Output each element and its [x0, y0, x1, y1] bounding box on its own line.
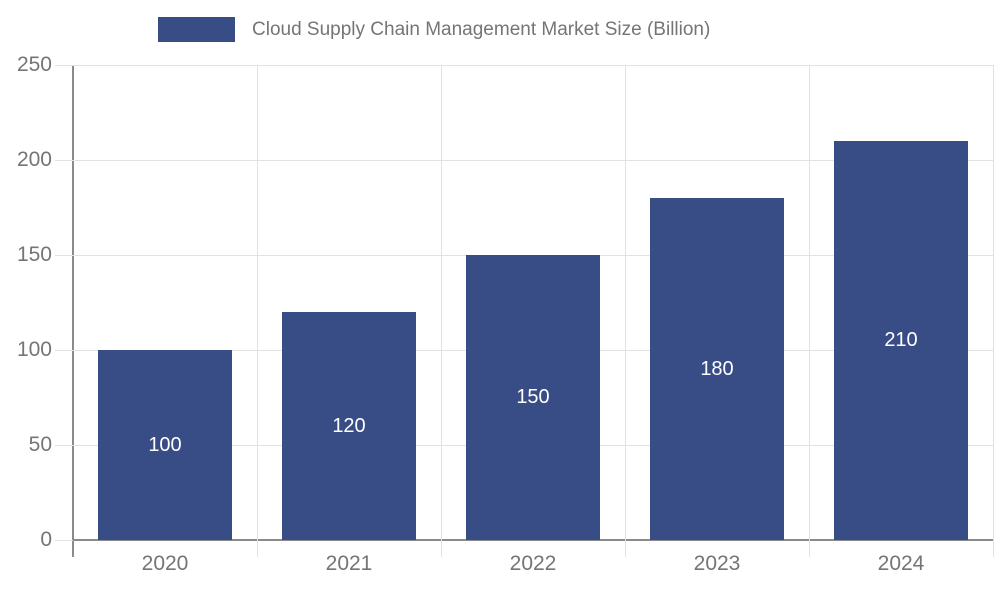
- x-tick-mark: [256, 540, 258, 557]
- bar-value-label: 180: [700, 357, 734, 380]
- x-tick-label: 2024: [877, 552, 925, 575]
- legend-swatch: [158, 17, 235, 42]
- y-tick-mark: [55, 159, 73, 161]
- y-tick-label: 250: [16, 53, 52, 76]
- bar: 150: [466, 255, 600, 540]
- x-tick-mark: [808, 540, 810, 557]
- plot-area: 0 50 100 150 200 250 100 2020 120 2021 150 2022 180 2…: [17, 53, 994, 575]
- bar-value-label: 120: [332, 414, 366, 437]
- bar: 210: [834, 141, 968, 540]
- gridline-horizontal: [73, 159, 993, 161]
- gridline-vertical: [992, 65, 994, 540]
- x-tick-label: 2022: [509, 552, 557, 575]
- y-tick-mark: [55, 254, 73, 256]
- y-tick-mark: [55, 349, 73, 351]
- bar: 100: [98, 350, 232, 540]
- x-axis-line: [73, 539, 993, 541]
- y-axis-line: [72, 65, 74, 557]
- gridline-vertical: [808, 65, 810, 540]
- x-tick-label: 2023: [693, 552, 741, 575]
- legend-label: Cloud Supply Chain Management Market Siz…: [252, 18, 711, 40]
- bar: 180: [650, 198, 784, 540]
- y-tick-label: 200: [16, 148, 52, 171]
- gridline-vertical: [256, 65, 258, 540]
- gridline-vertical: [624, 65, 626, 540]
- y-tick-mark: [55, 444, 73, 446]
- legend: Cloud Supply Chain Management Market Siz…: [158, 17, 710, 42]
- bar: 120: [282, 312, 416, 540]
- bar-value-label: 100: [148, 433, 182, 456]
- y-tick-label: 50: [28, 433, 52, 456]
- x-tick-label: 2020: [141, 552, 189, 575]
- y-tick-label: 100: [16, 338, 52, 361]
- y-tick-mark: [55, 539, 73, 541]
- x-tick-mark: [992, 540, 994, 557]
- x-tick-mark: [624, 540, 626, 557]
- bar-value-label: 210: [884, 329, 918, 351]
- gridline-vertical: [440, 65, 442, 540]
- x-tick-mark: [440, 540, 442, 557]
- x-tick-label: 2021: [325, 552, 373, 575]
- bar-value-label: 150: [516, 386, 550, 408]
- y-tick-label: 0: [40, 528, 52, 551]
- gridline-horizontal: [73, 64, 993, 66]
- y-tick-label: 150: [16, 243, 52, 266]
- y-tick-mark: [55, 64, 73, 66]
